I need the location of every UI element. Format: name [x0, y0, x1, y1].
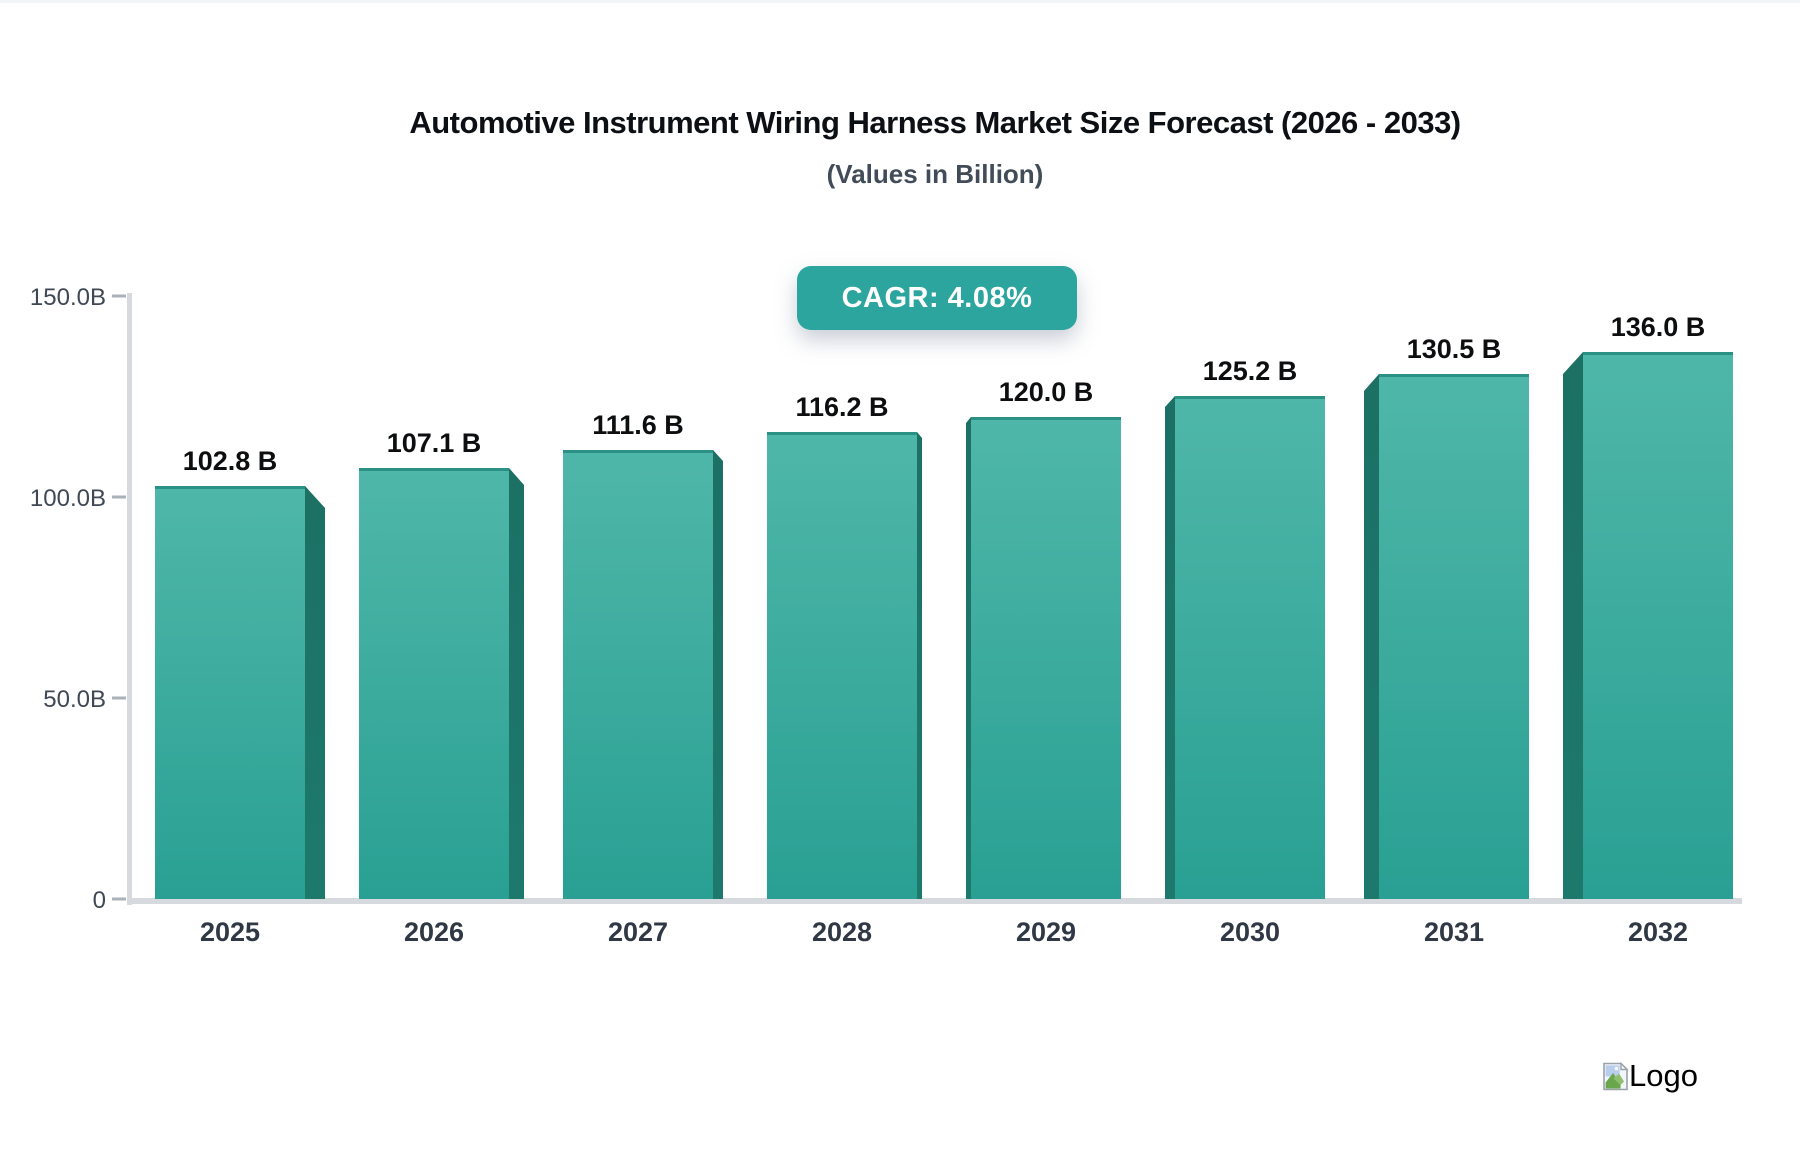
broken-image-icon — [1603, 1062, 1629, 1091]
x-tick-label: 2030 — [1220, 917, 1280, 947]
bar-group-2031: 130.5 B 2031 — [1364, 334, 1529, 947]
bar-3d-side — [1165, 396, 1175, 899]
y-tick-label: 0 — [93, 887, 106, 914]
bar — [1175, 396, 1325, 899]
bar-value-label: 125.2 B — [1203, 356, 1298, 386]
logo: Logo — [1602, 1056, 1698, 1096]
bar-value-label: 130.5 B — [1407, 334, 1502, 364]
x-tick-label: 2026 — [404, 917, 464, 947]
x-tick-label: 2028 — [812, 917, 872, 947]
bar-group-2027: 111.6 B 2027 — [563, 410, 723, 947]
bar-group-2029: 120.0 B 2029 — [966, 377, 1121, 947]
bar-group-2026: 107.1 B 2026 — [359, 428, 524, 947]
bar — [155, 486, 305, 899]
bar — [1583, 352, 1733, 899]
bar-top-edge — [155, 486, 305, 489]
bar-group-2030: 125.2 B 2030 — [1165, 356, 1325, 947]
y-tick-label: 100.0B — [30, 485, 106, 512]
chart-title: Automotive Instrument Wiring Harness Mar… — [409, 105, 1461, 140]
x-tick-label: 2027 — [608, 917, 668, 947]
bar-3d-side — [1563, 352, 1583, 899]
y-tick-label: 50.0B — [43, 686, 106, 713]
bar-value-label: 107.1 B — [387, 428, 482, 458]
x-tick-label: 2025 — [200, 917, 260, 947]
bar-group-2032: 136.0 B 2032 — [1563, 312, 1733, 947]
bar-value-label: 136.0 B — [1611, 312, 1706, 342]
bar-top-edge — [767, 432, 917, 435]
bar-3d-side — [509, 468, 524, 899]
bar-value-label: 102.8 B — [183, 446, 278, 476]
cagr-badge: CAGR: 4.08% — [797, 266, 1077, 330]
bar — [767, 432, 917, 899]
bar-top-edge — [1583, 352, 1733, 355]
bar-top-edge — [1379, 374, 1529, 377]
bar-value-label: 111.6 B — [592, 410, 684, 440]
bar-3d-side — [917, 432, 922, 899]
x-tick-label: 2029 — [1016, 917, 1076, 947]
bar-3d-side — [1364, 374, 1379, 899]
bar-value-label: 116.2 B — [795, 392, 888, 422]
y-tick-label: 150.0B — [30, 284, 106, 311]
bar-top-edge — [359, 468, 509, 471]
cagr-badge-label: CAGR: 4.08% — [841, 281, 1033, 314]
bar-top-edge — [563, 450, 713, 453]
bar — [1379, 374, 1529, 899]
bar — [971, 417, 1121, 899]
y-axis-line — [127, 293, 132, 905]
chart-header: Automotive Instrument Wiring Harness Mar… — [70, 3, 1800, 191]
logo-alt-text: Logo — [1629, 1058, 1698, 1093]
x-tick-label: 2031 — [1424, 917, 1484, 947]
bar-3d-side — [305, 486, 325, 899]
x-axis-line — [127, 898, 1742, 904]
bar-group-2028: 116.2 B 2028 — [767, 392, 922, 947]
chart-subtitle: (Values in Billion) — [826, 159, 1044, 189]
bar — [563, 450, 713, 899]
bar-chart: 150.0B 100.0B 50.0B 0 102.8 B 2025 107.1 B 2026… — [30, 284, 1742, 947]
bar-top-edge — [1175, 396, 1325, 399]
bar-3d-side — [966, 417, 971, 899]
x-tick-label: 2032 — [1628, 917, 1688, 947]
bar-value-label: 120.0 B — [999, 377, 1094, 407]
bar-top-edge — [971, 417, 1121, 420]
bar-3d-side — [713, 450, 723, 899]
bar-group-2025: 102.8 B 2025 — [155, 446, 325, 947]
bar — [359, 468, 509, 899]
